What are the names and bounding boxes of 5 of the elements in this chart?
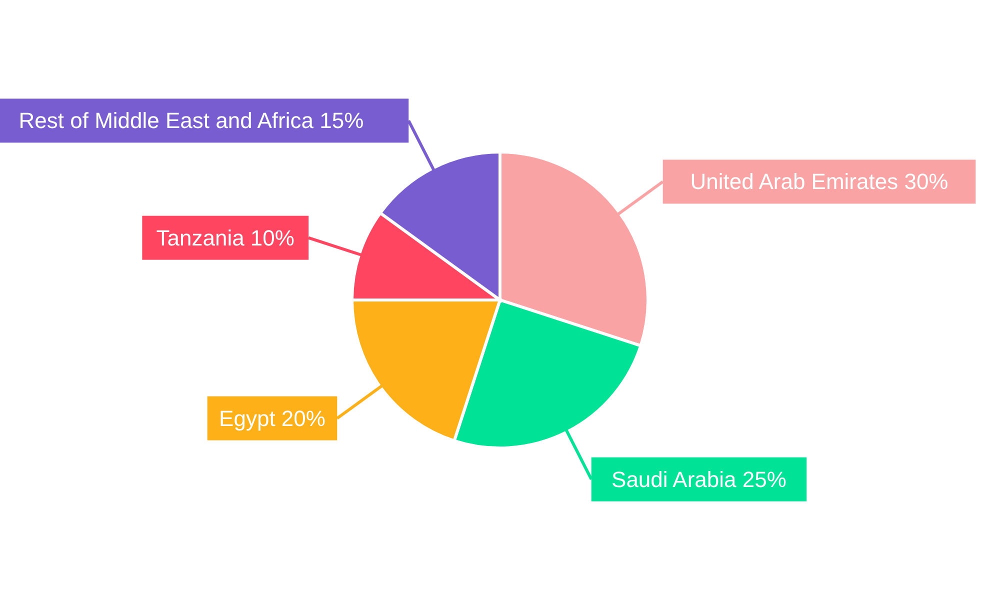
- slice-label: Tanzania 10%: [156, 225, 294, 250]
- slice-label: United Arab Emirates 30%: [690, 169, 948, 194]
- slice-label: Egypt 20%: [219, 406, 326, 431]
- slice-label: Rest of Middle East and Africa 15%: [18, 108, 364, 134]
- slice-label: Saudi Arabia 25%: [612, 466, 786, 492]
